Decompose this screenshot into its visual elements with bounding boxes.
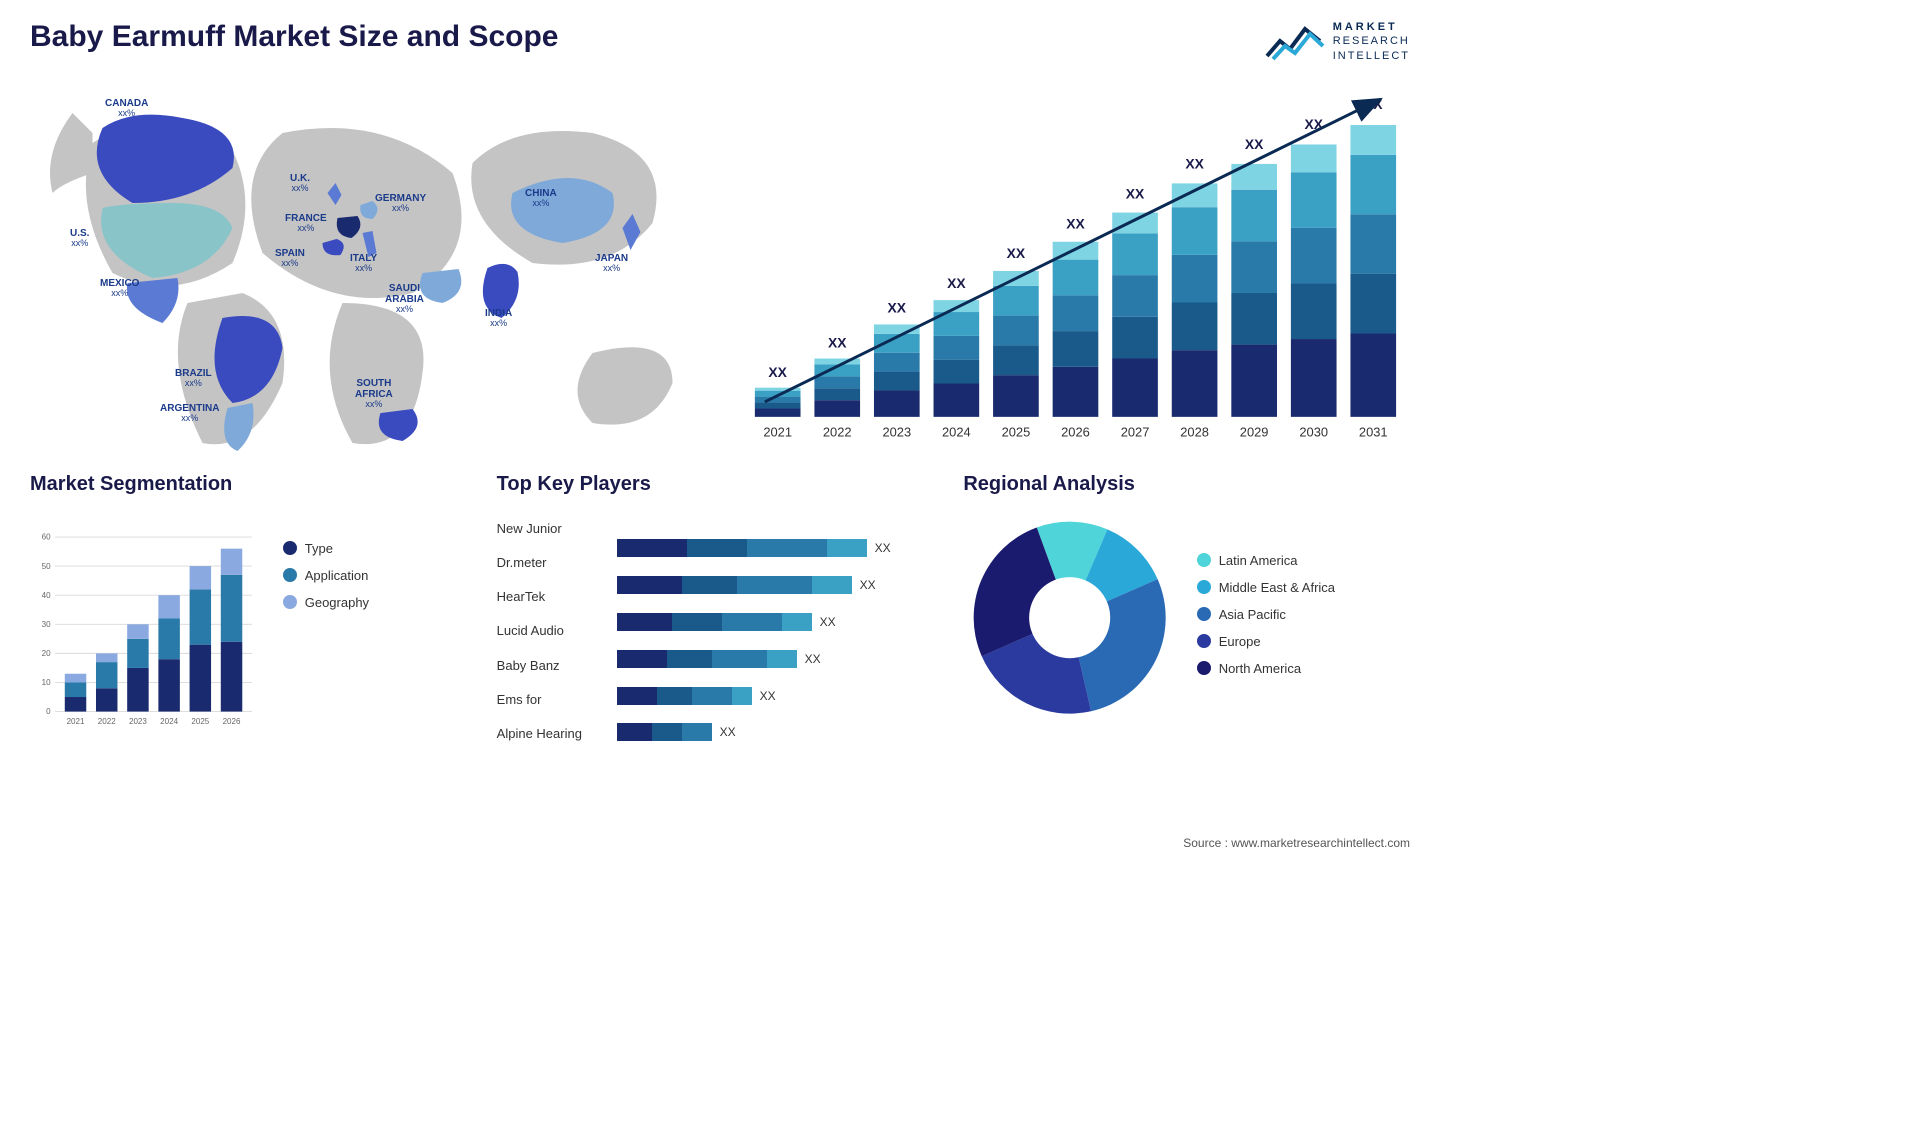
player-bar-row: XX xyxy=(617,687,944,705)
svg-text:XX: XX xyxy=(1007,245,1026,261)
page-title: Baby Earmuff Market Size and Scope xyxy=(30,20,559,54)
segmentation-title: Market Segmentation xyxy=(30,473,477,496)
segmentation-svg: 0 10 20 30 40 50 60 2021 2022 2023 2024 2025 2026 xyxy=(30,511,263,751)
legend-item: Application xyxy=(283,568,477,583)
map-label: FRANCExx% xyxy=(285,213,327,234)
player-bar-row: XX xyxy=(617,613,944,631)
svg-text:2023: 2023 xyxy=(129,717,147,726)
svg-text:2021: 2021 xyxy=(763,425,792,440)
svg-text:2022: 2022 xyxy=(823,425,852,440)
regional-legend: Latin America Middle East & Africa Asia Pa… xyxy=(1197,553,1410,688)
growth-chart-svg: XX 2021 XX 2022 XX 2023 XX 2024 XX 2025 XX 2026 XX 20… xyxy=(735,73,1410,453)
svg-text:2027: 2027 xyxy=(1121,425,1150,440)
player-bar-row: XX xyxy=(617,539,944,557)
player-name: Ems for xyxy=(497,692,607,707)
map-label: U.S.xx% xyxy=(70,228,89,249)
map-label: CHINAxx% xyxy=(525,188,557,209)
svg-text:2024: 2024 xyxy=(160,717,178,726)
legend-item: Middle East & Africa xyxy=(1197,580,1410,595)
player-name: Baby Banz xyxy=(497,658,607,673)
legend-item: North America xyxy=(1197,661,1410,676)
legend-item: Asia Pacific xyxy=(1197,607,1410,622)
player-name: Dr.meter xyxy=(497,555,607,570)
header: Baby Earmuff Market Size and Scope MARKE… xyxy=(30,20,1410,63)
map-label: SPAINxx% xyxy=(275,248,305,269)
svg-text:XX: XX xyxy=(947,275,966,291)
svg-text:2030: 2030 xyxy=(1299,425,1328,440)
svg-text:XX: XX xyxy=(1066,215,1085,231)
key-players-panel: Top Key Players New Junior Dr.meter HearTe… xyxy=(497,473,944,773)
svg-text:2024: 2024 xyxy=(942,425,971,440)
segmentation-legend: Type Application Geography xyxy=(283,511,477,751)
svg-text:XX: XX xyxy=(1185,156,1204,172)
legend-item: Europe xyxy=(1197,634,1410,649)
svg-text:XX: XX xyxy=(888,300,907,316)
map-label: ITALYxx% xyxy=(350,253,377,274)
key-players-chart: New Junior Dr.meter HearTek Lucid Audio Baby… xyxy=(497,511,944,751)
player-bar-row: XX xyxy=(617,650,944,668)
source-text: Source : www.marketresearchintellect.com xyxy=(1183,836,1410,850)
svg-text:2025: 2025 xyxy=(191,717,209,726)
player-bar-row: XX xyxy=(617,576,944,594)
map-label: SOUTHAFRICAxx% xyxy=(355,378,393,410)
map-label: CANADAxx% xyxy=(105,98,148,119)
svg-text:20: 20 xyxy=(42,649,51,658)
svg-text:2023: 2023 xyxy=(882,425,911,440)
logo-mark-icon xyxy=(1265,21,1325,61)
player-bar-row: XX xyxy=(617,723,944,741)
svg-text:50: 50 xyxy=(42,562,51,571)
svg-text:2025: 2025 xyxy=(1002,425,1031,440)
map-label: INDIAxx% xyxy=(485,308,512,329)
player-name: Alpine Hearing xyxy=(497,726,607,741)
world-map-panel: CANADAxx% U.S.xx% MEXICOxx% BRAZILxx% ARGENT… xyxy=(30,73,705,453)
svg-text:2029: 2029 xyxy=(1240,425,1269,440)
svg-text:40: 40 xyxy=(42,591,51,600)
map-label: U.K.xx% xyxy=(290,173,310,194)
svg-text:30: 30 xyxy=(42,620,51,629)
svg-text:10: 10 xyxy=(42,678,51,687)
svg-text:XX: XX xyxy=(1126,185,1145,201)
player-name: HearTek xyxy=(497,589,607,604)
player-name: Lucid Audio xyxy=(497,623,607,638)
svg-text:2028: 2028 xyxy=(1180,425,1209,440)
key-players-title: Top Key Players xyxy=(497,473,944,496)
svg-text:0: 0 xyxy=(46,707,51,716)
svg-text:2022: 2022 xyxy=(98,717,116,726)
segmentation-chart: 0 10 20 30 40 50 60 2021 2022 2023 2024 2025 2026 Ty… xyxy=(30,511,477,751)
legend-item: Type xyxy=(283,541,477,556)
map-label: MEXICOxx% xyxy=(100,278,139,299)
bottom-row: Market Segmentation 0 10 20 30 40 50 60 2021 202… xyxy=(30,473,1410,773)
growth-chart: XX 2021 XX 2022 XX 2023 XX 2024 XX 2025 XX 2026 XX 20… xyxy=(735,73,1410,453)
regional-panel: Regional Analysis Latin America Middle Ea… xyxy=(963,473,1410,773)
svg-text:60: 60 xyxy=(42,533,51,542)
svg-text:2026: 2026 xyxy=(223,717,241,726)
player-name: New Junior xyxy=(497,521,607,536)
svg-text:XX: XX xyxy=(828,334,847,350)
legend-item: Latin America xyxy=(1197,553,1410,568)
map-label: GERMANYxx% xyxy=(375,193,426,214)
svg-text:2021: 2021 xyxy=(67,717,85,726)
regional-chart: Latin America Middle East & Africa Asia Pa… xyxy=(963,511,1410,729)
svg-text:2026: 2026 xyxy=(1061,425,1090,440)
top-row: CANADAxx% U.S.xx% MEXICOxx% BRAZILxx% ARGENT… xyxy=(30,73,1410,453)
player-bars: XX XX XX XX XX XX xyxy=(617,511,944,751)
map-label: SAUDIARABIAxx% xyxy=(385,283,424,315)
legend-item: Geography xyxy=(283,595,477,610)
regional-title: Regional Analysis xyxy=(963,473,1410,496)
map-label: ARGENTINAxx% xyxy=(160,403,219,424)
logo-text: MARKET RESEARCH INTELLECT xyxy=(1333,20,1410,63)
regional-donut-svg xyxy=(963,511,1176,724)
brand-logo: MARKET RESEARCH INTELLECT xyxy=(1265,20,1410,63)
map-label: JAPANxx% xyxy=(595,253,628,274)
svg-text:2031: 2031 xyxy=(1359,425,1388,440)
svg-text:XX: XX xyxy=(768,364,787,380)
player-names: New Junior Dr.meter HearTek Lucid Audio Baby… xyxy=(497,511,607,751)
svg-text:XX: XX xyxy=(1245,136,1264,152)
segmentation-panel: Market Segmentation 0 10 20 30 40 50 60 2021 202… xyxy=(30,473,477,773)
map-label: BRAZILxx% xyxy=(175,368,212,389)
